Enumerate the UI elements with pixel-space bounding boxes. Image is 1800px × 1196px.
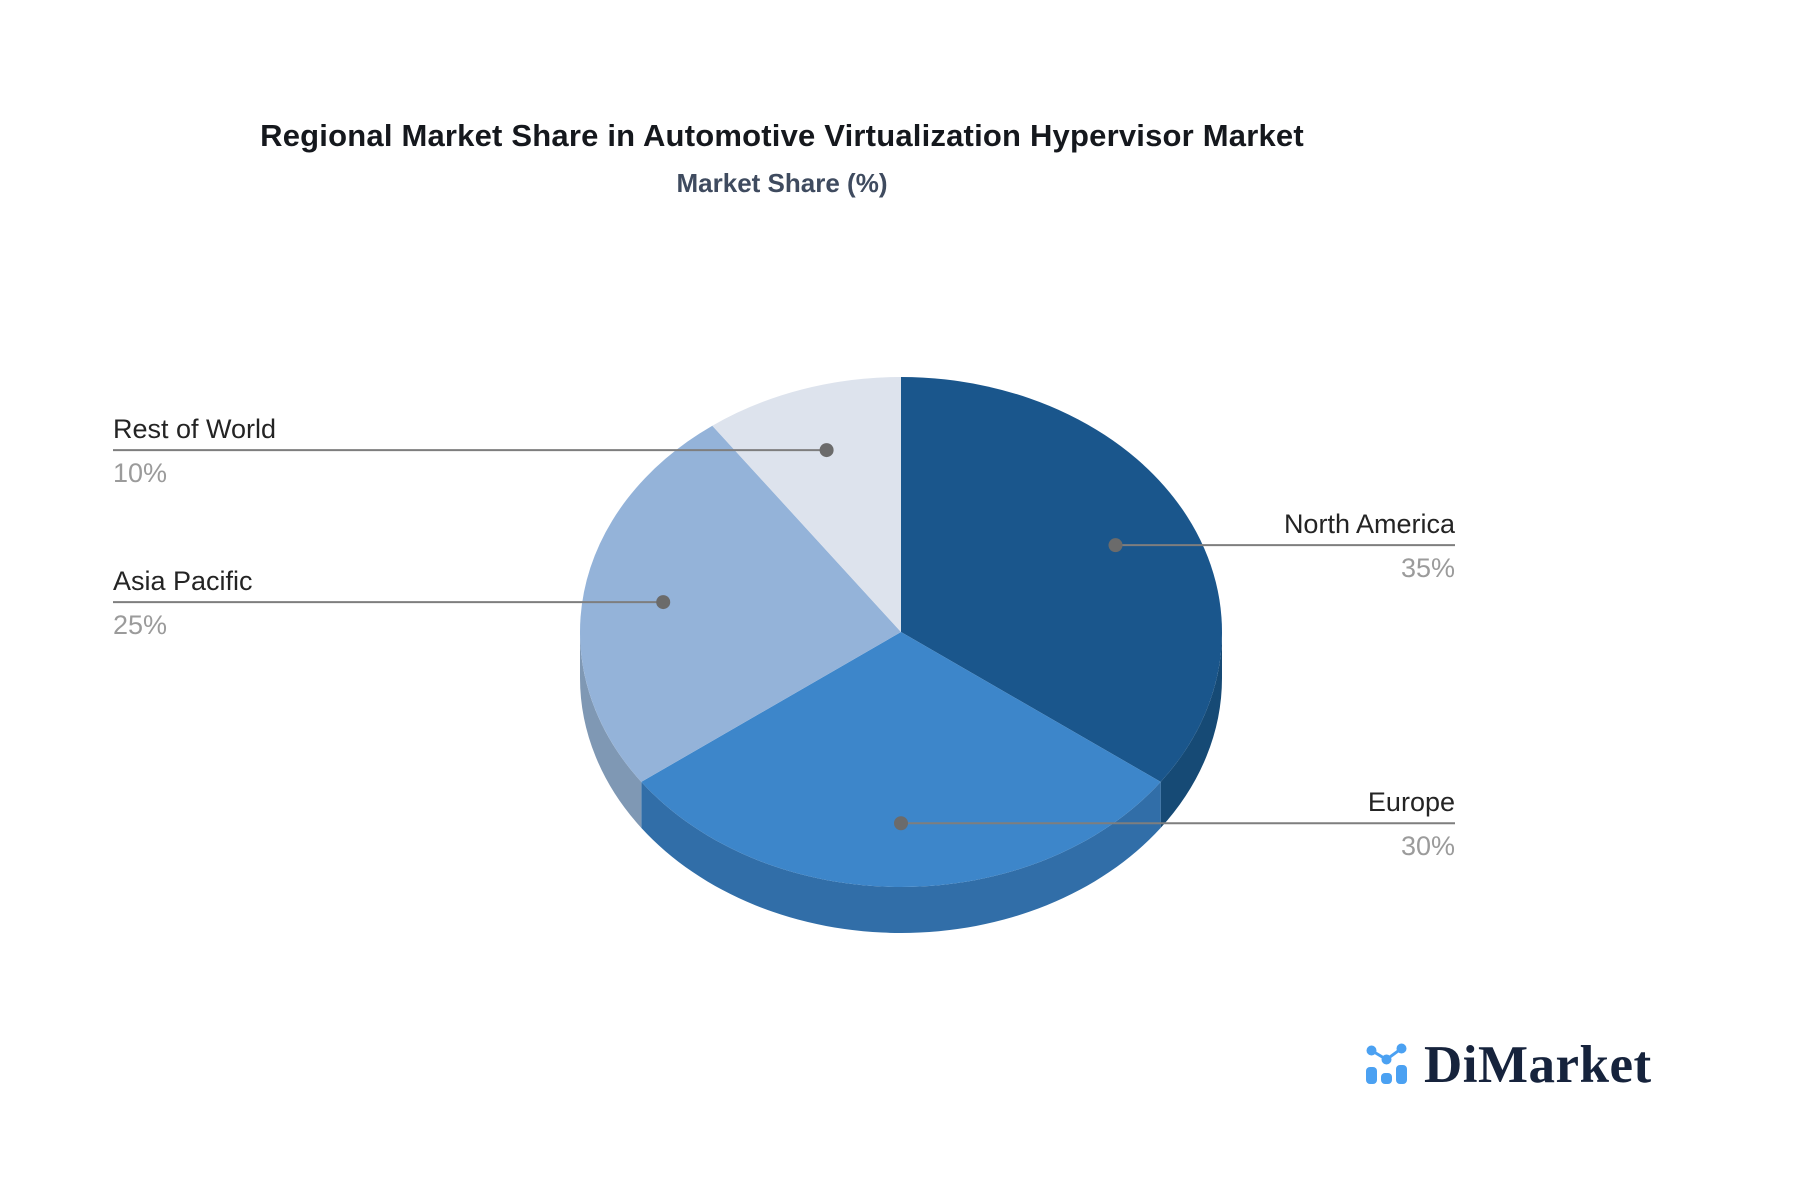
pie-slice-asia-pacific[interactable] [579,425,901,782]
callout-dot-asia-pacific [656,595,671,610]
callout-value-north-america: 35% [1400,553,1455,584]
chart-title: Regional Market Share in Automotive Virt… [260,118,1304,153]
callout-label-rest-of-world: Rest of World [113,414,277,445]
pie-slice-side-europe [641,781,1161,933]
chart-subtitle: Market Share (%) [676,168,888,198]
brand-name: DiMarket [1424,1036,1652,1094]
callout-value-europe: 30% [1400,831,1455,862]
callout-value-asia-pacific: 25% [113,610,168,641]
pie-slice-rest-of-world[interactable] [712,377,901,632]
callout-label-north-america: North America [1283,509,1455,540]
pie-slice-side-asia-pacific [580,632,642,828]
bar-line-chart-icon [1366,1043,1407,1084]
callout-value-rest-of-world: 10% [113,458,168,489]
callout-dot-europe [894,816,908,831]
pie-slice-north-america[interactable] [901,377,1222,782]
callout-dot-north-america [1108,538,1123,553]
callout-label-europe: Europe [1367,787,1455,818]
callout-label-asia-pacific: Asia Pacific [113,566,253,597]
brand-logo: DiMarket [1358,1036,1652,1094]
pie-slice-side-north-america [1160,632,1222,828]
callout-dot-rest-of-world [819,443,834,458]
